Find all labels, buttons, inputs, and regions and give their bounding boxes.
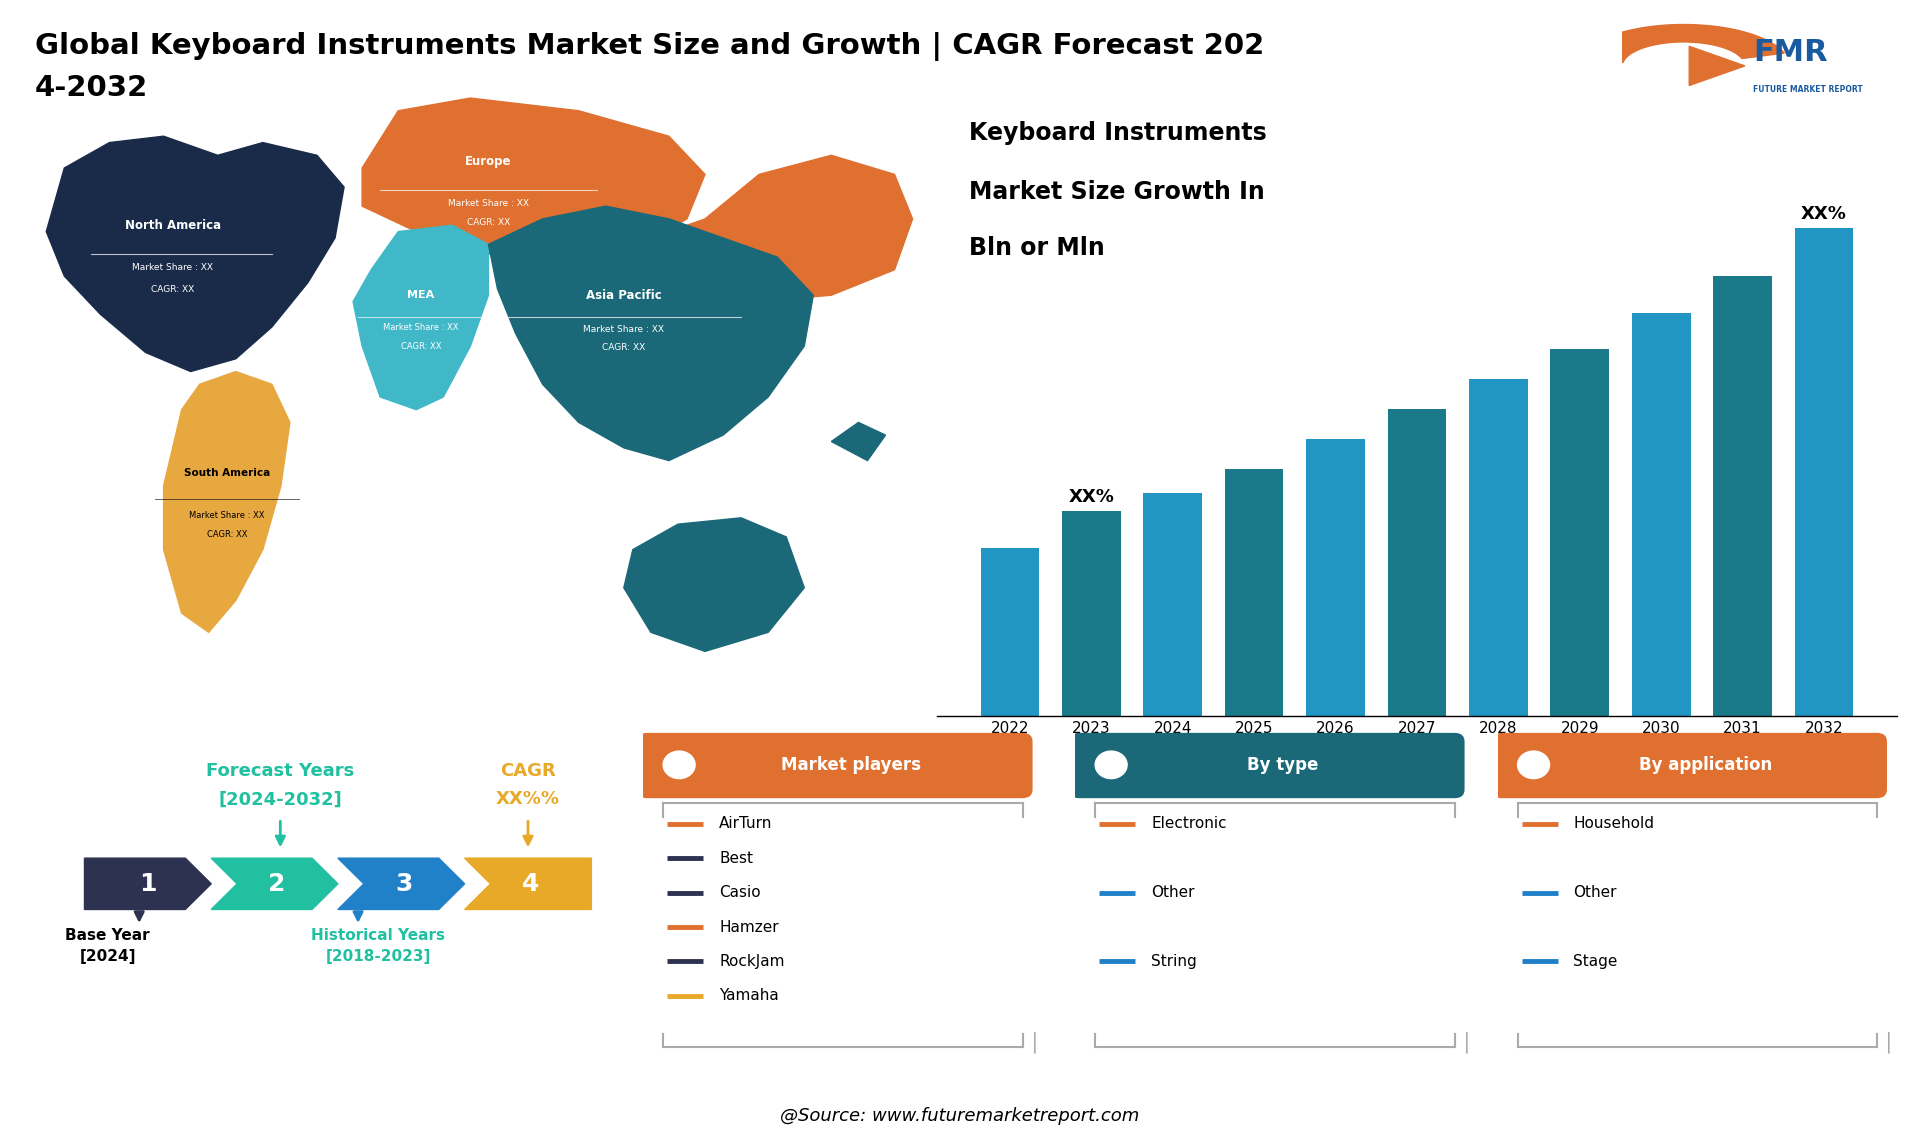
Text: 4: 4 [522,872,540,896]
Text: By type: By type [1248,756,1319,774]
Text: CAGR: XX: CAGR: XX [207,529,248,539]
Text: Bln or Mln: Bln or Mln [970,236,1104,260]
Text: XX%: XX% [1068,488,1114,507]
Text: Market Share : XX: Market Share : XX [188,511,265,520]
FancyBboxPatch shape [1069,733,1465,799]
Text: 2: 2 [269,872,286,896]
Bar [1632,313,1690,716]
Text: By application: By application [1638,756,1772,774]
Text: @Source: www.futuremarketreport.com: @Source: www.futuremarketreport.com [780,1107,1140,1125]
Text: CAGR: XX: CAGR: XX [467,218,511,227]
Text: Other: Other [1152,885,1194,901]
Text: Europe: Europe [465,155,513,168]
Text: Casio: Casio [720,885,760,901]
Text: [2024]: [2024] [79,949,136,964]
Bar [981,548,1039,716]
Circle shape [662,751,695,778]
Text: Forecast Years: Forecast Years [205,762,355,780]
Polygon shape [488,206,814,461]
Text: RockJam: RockJam [720,953,785,970]
Polygon shape [363,99,705,264]
Text: FMR: FMR [1753,38,1828,68]
Circle shape [1517,751,1549,778]
Bar [1062,511,1121,716]
Polygon shape [353,226,488,410]
Text: CAGR: XX: CAGR: XX [401,342,442,351]
Bar [1551,348,1609,716]
Text: ⎪: ⎪ [1027,1031,1041,1052]
Text: Asia Pacific: Asia Pacific [586,289,662,301]
Text: Market Share : XX: Market Share : XX [584,325,664,335]
FancyBboxPatch shape [1492,733,1887,799]
Text: ⎪: ⎪ [1459,1031,1473,1052]
Text: Historical Years: Historical Years [311,928,445,943]
Text: MEA: MEA [407,290,434,300]
Text: Market Share : XX: Market Share : XX [447,199,528,209]
Text: CAGR: XX: CAGR: XX [603,343,645,352]
Text: Market Size Growth In: Market Size Growth In [970,180,1265,204]
Text: 4-2032: 4-2032 [35,74,148,102]
Bar [1144,494,1202,716]
Polygon shape [46,136,344,371]
Text: Base Year: Base Year [65,928,150,943]
Text: [2018-2023]: [2018-2023] [326,949,430,964]
Polygon shape [338,858,465,910]
Text: XX%%: XX%% [495,791,561,808]
Polygon shape [831,423,885,461]
Text: Keyboard Instruments: Keyboard Instruments [970,121,1267,144]
Text: North America: North America [125,219,221,231]
Bar [1388,409,1446,716]
Text: XX%: XX% [1801,205,1847,223]
Text: FUTURE MARKET REPORT: FUTURE MARKET REPORT [1753,85,1862,94]
Bar [1713,276,1772,716]
Text: Best: Best [720,850,753,866]
Polygon shape [84,858,211,910]
Text: AirTurn: AirTurn [720,816,772,832]
Text: Electronic: Electronic [1152,816,1227,832]
Text: 1: 1 [138,872,157,896]
Bar [1225,469,1283,716]
Text: Other: Other [1574,885,1617,901]
Text: Market players: Market players [781,756,922,774]
Bar [1469,379,1528,716]
FancyBboxPatch shape [637,733,1033,799]
Text: Stage: Stage [1574,953,1619,970]
Text: Global Keyboard Instruments Market Size and Growth | CAGR Forecast 202: Global Keyboard Instruments Market Size … [35,32,1263,61]
Text: ⎪: ⎪ [1882,1031,1895,1052]
Text: 3: 3 [396,872,413,896]
Text: String: String [1152,953,1196,970]
Text: South America: South America [184,469,271,478]
Text: Market Share : XX: Market Share : XX [382,323,459,332]
Polygon shape [1690,46,1745,86]
Polygon shape [465,858,591,910]
Bar [1306,439,1365,716]
Text: CAGR: XX: CAGR: XX [152,285,194,295]
Text: Hamzer: Hamzer [720,919,780,935]
Text: Yamaha: Yamaha [720,988,780,1004]
Polygon shape [624,518,804,651]
Polygon shape [561,155,912,301]
Text: Household: Household [1574,816,1655,832]
Bar [1795,228,1853,716]
Text: [2024-2032]: [2024-2032] [219,791,342,808]
Polygon shape [211,858,338,910]
Circle shape [1094,751,1127,778]
Polygon shape [1578,24,1784,62]
Polygon shape [163,371,290,633]
Text: CAGR: CAGR [499,762,557,780]
Text: Market Share : XX: Market Share : XX [132,262,213,272]
